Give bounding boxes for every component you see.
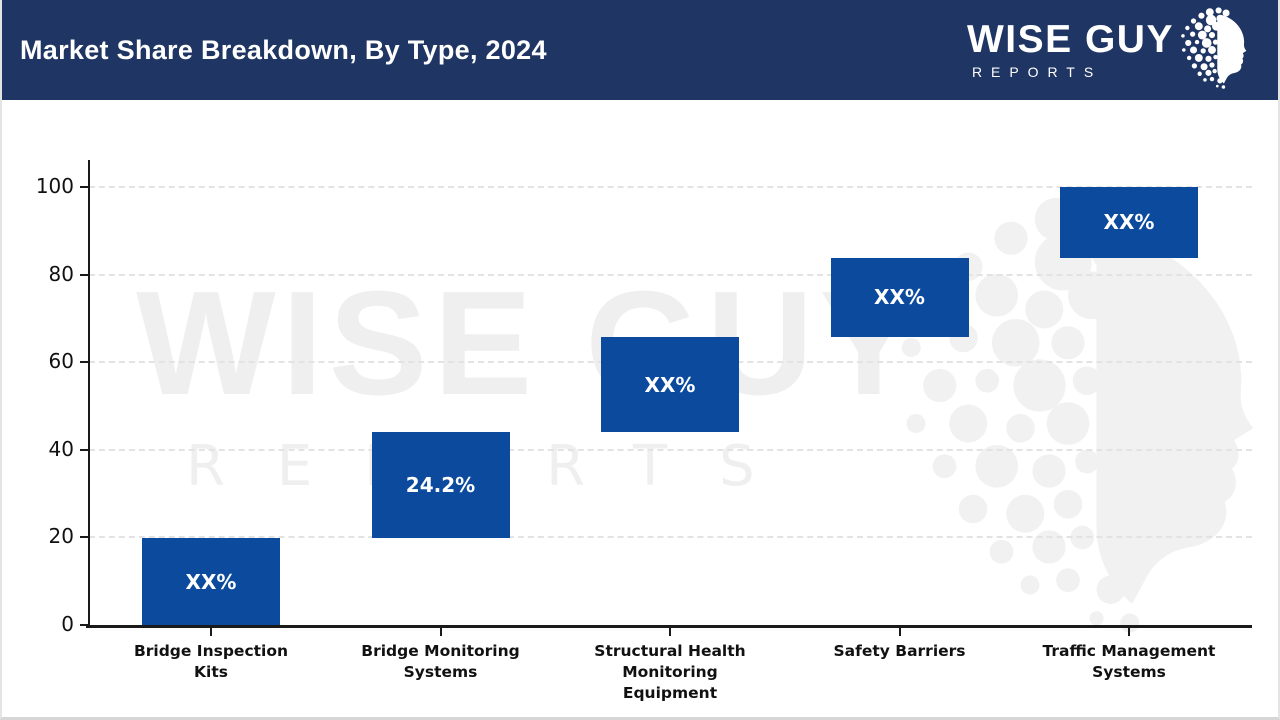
y-axis <box>88 160 90 627</box>
bar-value-label: 24.2% <box>405 473 476 498</box>
logo-wordmark: WISE GUY <box>966 18 1174 61</box>
y-gridline <box>89 273 1252 276</box>
x-category-label: Traffic Management Systems <box>1042 642 1216 681</box>
bar-value-label: XX% <box>644 372 696 397</box>
y-axis-tick <box>80 624 88 626</box>
y-axis-tick <box>80 361 88 364</box>
y-axis-tick <box>80 536 88 539</box>
y-gridline <box>89 536 1252 539</box>
watermark-wordmark: WISE GUY <box>136 261 925 426</box>
y-tick-label: 20 <box>48 524 74 549</box>
x-category-label: Safety Barriers <box>833 642 966 660</box>
y-tick-label: 60 <box>48 349 74 374</box>
y-gridline <box>89 448 1252 451</box>
x-category-label: Bridge Inspection Kits <box>133 642 289 681</box>
wise-guy-reports-logo: WISE GUY REPORTS <box>967 6 1256 94</box>
bar-value-label: XX% <box>874 285 925 310</box>
bar-segment: XX% <box>142 538 280 625</box>
x-axis-tick <box>669 628 671 636</box>
chart-title: Market Share Breakdown, By Type, 2024 <box>20 34 547 65</box>
bar-segment: XX% <box>830 257 969 337</box>
y-gridline <box>89 186 1252 188</box>
head-logo-icon <box>1181 7 1247 89</box>
x-axis-tick <box>898 628 901 636</box>
bar-segment: 24.2% <box>371 432 510 539</box>
y-tick-label: 0 <box>61 612 74 636</box>
x-category-label: Bridge Monitoring Systems <box>361 642 520 681</box>
logo-text: WISE GUY REPORTS <box>967 20 1174 80</box>
x-category-label: Structural Health Monitoring Equipment <box>594 642 746 702</box>
x-axis-tick <box>1128 628 1130 636</box>
bar-value-label: XX% <box>1103 210 1155 235</box>
bar-value-label: XX% <box>185 569 237 594</box>
x-axis-tick <box>439 628 442 636</box>
logo-tagline: REPORTS <box>971 64 1103 80</box>
y-axis-tick <box>80 273 88 276</box>
y-tick-label: 40 <box>48 436 74 461</box>
bar-segment: XX% <box>1060 187 1198 258</box>
header-bar: Market Share Breakdown, By Type, 2024 WI… <box>0 0 1280 100</box>
x-axis-tick <box>210 628 212 636</box>
bar-segment: XX% <box>601 336 739 433</box>
y-axis-tick <box>80 448 88 451</box>
x-axis <box>86 625 1252 628</box>
y-tick-label: 100 <box>35 174 74 198</box>
y-axis-tick <box>80 186 88 188</box>
y-tick-label: 80 <box>48 261 74 286</box>
